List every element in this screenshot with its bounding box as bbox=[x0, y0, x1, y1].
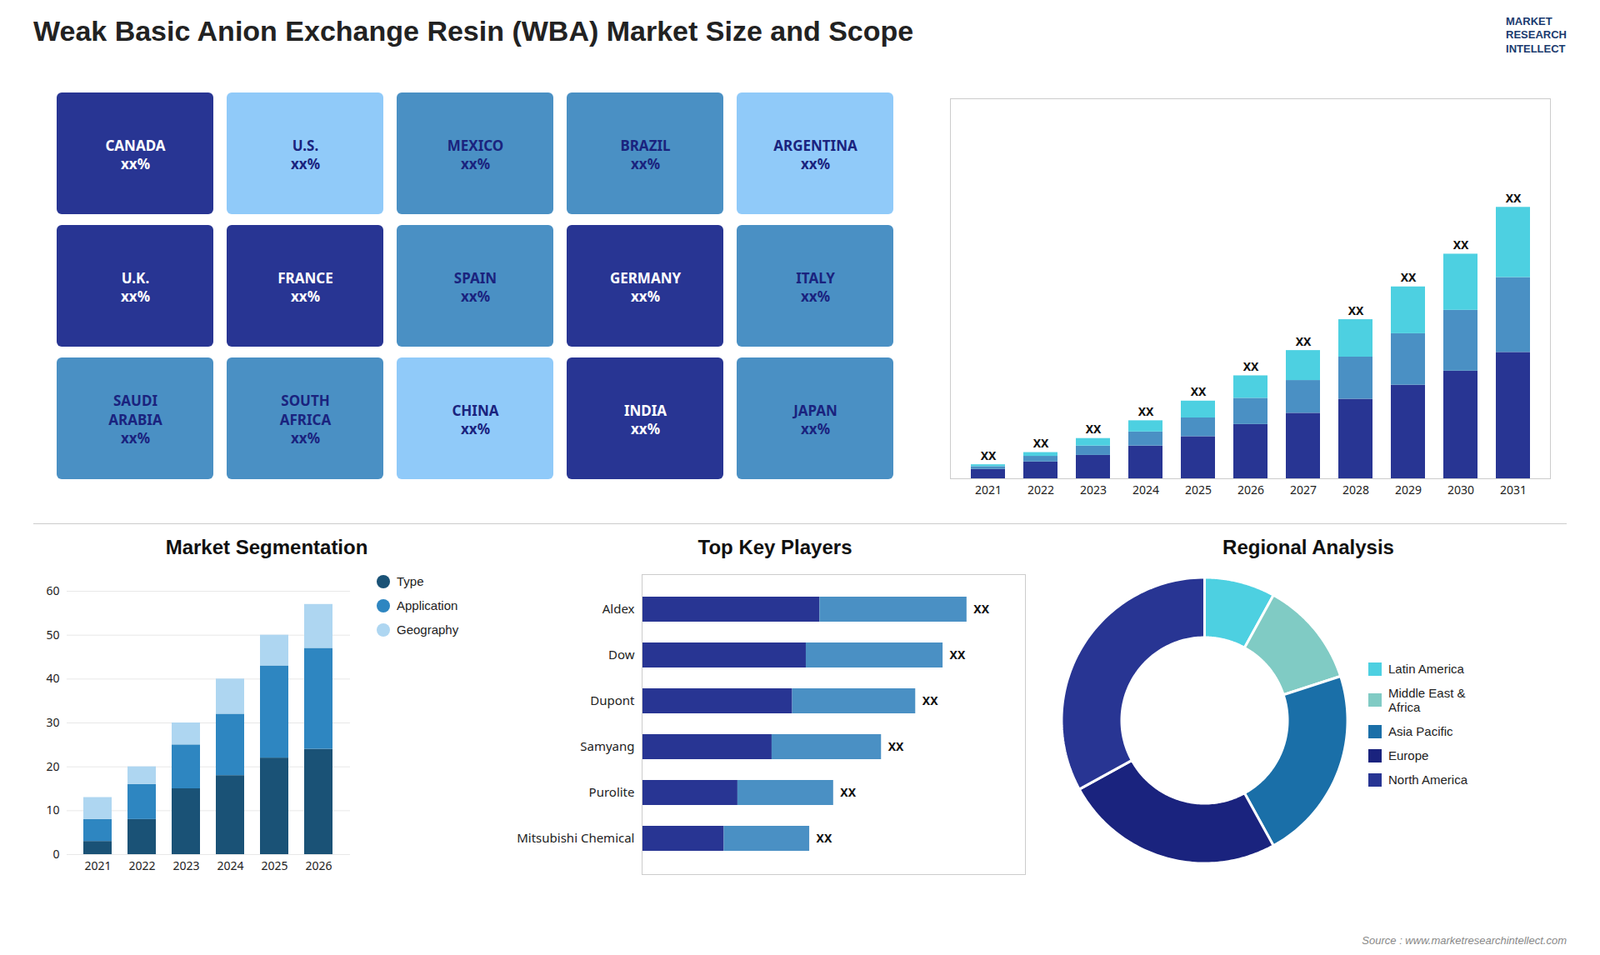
svg-text:XX: XX bbox=[1190, 383, 1207, 400]
svg-text:U.K.xx%: U.K.xx% bbox=[120, 268, 150, 306]
svg-text:2026: 2026 bbox=[305, 857, 332, 874]
svg-text:Purolite: Purolite bbox=[589, 783, 635, 800]
svg-text:Mitsubishi Chemical: Mitsubishi Chemical bbox=[516, 829, 635, 846]
html-text:Application: Application bbox=[396, 598, 458, 613]
html-text:Asia Pacific: Asia Pacific bbox=[1388, 724, 1453, 739]
svg-text:SAUDIARABIAxx%: SAUDIARABIAxx% bbox=[108, 390, 163, 447]
svg-text:2021: 2021 bbox=[84, 857, 111, 874]
html-text:Middle East & Africa: Middle East & Africa bbox=[1388, 685, 1466, 715]
svg-text:BRAZILxx%: BRAZILxx% bbox=[620, 135, 670, 174]
svg-text:2023: 2023 bbox=[172, 857, 200, 874]
svg-text:2031: 2031 bbox=[1500, 481, 1527, 498]
svg-text:XX: XX bbox=[1243, 358, 1260, 375]
svg-text:0: 0 bbox=[52, 845, 60, 862]
svg-text:20: 20 bbox=[45, 758, 60, 775]
svg-text:2025: 2025 bbox=[260, 857, 288, 874]
svg-text:10: 10 bbox=[45, 801, 60, 818]
svg-text:XX: XX bbox=[922, 692, 939, 709]
svg-text:JAPANxx%: JAPANxx% bbox=[791, 400, 838, 439]
svg-text:XX: XX bbox=[980, 447, 997, 464]
svg-text:GERMANYxx%: GERMANYxx% bbox=[610, 268, 682, 306]
svg-text:50: 50 bbox=[45, 626, 60, 643]
html-text:Market Segmentation: Market Segmentation bbox=[165, 535, 368, 559]
svg-text:XX: XX bbox=[1138, 403, 1155, 420]
svg-text:Aldex: Aldex bbox=[602, 600, 635, 617]
svg-text:60: 60 bbox=[45, 582, 60, 599]
svg-text:XX: XX bbox=[950, 646, 966, 663]
svg-text:2024: 2024 bbox=[1132, 481, 1160, 498]
svg-text:40: 40 bbox=[45, 670, 60, 686]
svg-text:2022: 2022 bbox=[1027, 481, 1055, 498]
svg-text:XX: XX bbox=[1453, 236, 1470, 253]
svg-text:XX: XX bbox=[816, 830, 833, 846]
svg-text:2021: 2021 bbox=[975, 481, 1002, 498]
svg-text:XX: XX bbox=[1085, 420, 1102, 437]
svg-text:INDIAxx%: INDIAxx% bbox=[624, 400, 667, 439]
svg-text:CANADAxx%: CANADAxx% bbox=[105, 135, 165, 174]
svg-text:XX: XX bbox=[973, 600, 990, 617]
svg-text:Dow: Dow bbox=[608, 645, 635, 663]
svg-text:ITALYxx%: ITALYxx% bbox=[795, 268, 835, 306]
svg-text:XX: XX bbox=[1400, 269, 1417, 285]
svg-text:FRANCExx%: FRANCExx% bbox=[277, 268, 334, 306]
html-text:Top Key Players: Top Key Players bbox=[697, 535, 853, 559]
html-text:Latin America: Latin America bbox=[1388, 661, 1465, 676]
html-text:Geography: Geography bbox=[396, 622, 459, 637]
html-text:Weak Basic Anion Exchange Resi: Weak Basic Anion Exchange Resin (WBA) Ma… bbox=[33, 15, 914, 47]
svg-text:MEXICOxx%: MEXICOxx% bbox=[447, 135, 505, 174]
svg-text:SPAINxx%: SPAINxx% bbox=[454, 268, 497, 306]
svg-text:30: 30 bbox=[45, 714, 60, 730]
svg-text:SOUTHAFRICAxx%: SOUTHAFRICAxx% bbox=[280, 390, 332, 447]
svg-text:XX: XX bbox=[1033, 435, 1050, 451]
svg-text:Samyang: Samyang bbox=[580, 737, 635, 755]
html-text:Regional Analysis: Regional Analysis bbox=[1222, 535, 1395, 559]
svg-text:2030: 2030 bbox=[1447, 481, 1475, 498]
svg-text:CHINAxx%: CHINAxx% bbox=[451, 400, 499, 439]
html-text:Type: Type bbox=[396, 574, 424, 589]
svg-text:2027: 2027 bbox=[1290, 481, 1317, 498]
svg-text:XX: XX bbox=[1295, 333, 1312, 350]
svg-text:2026: 2026 bbox=[1237, 481, 1265, 498]
html-text:Europe: Europe bbox=[1388, 748, 1429, 763]
svg-text:U.S.xx%: U.S.xx% bbox=[290, 135, 320, 174]
svg-text:Dupont: Dupont bbox=[590, 691, 635, 709]
svg-text:ARGENTINAxx%: ARGENTINAxx% bbox=[773, 135, 858, 174]
html-text:North America: North America bbox=[1388, 772, 1468, 787]
svg-text:2029: 2029 bbox=[1395, 481, 1422, 498]
svg-text:XX: XX bbox=[840, 784, 856, 800]
svg-text:2023: 2023 bbox=[1080, 481, 1107, 498]
svg-text:XX: XX bbox=[888, 738, 905, 755]
svg-text:2024: 2024 bbox=[216, 857, 244, 874]
svg-text:XX: XX bbox=[1348, 302, 1365, 319]
svg-text:2022: 2022 bbox=[128, 857, 155, 874]
html-text:Source : www.marketresearchint: Source : www.marketresearchintellect.com bbox=[1361, 934, 1567, 947]
svg-text:2025: 2025 bbox=[1185, 481, 1212, 498]
html-text:MARKET RESEARCH INTELLECT: MARKET RESEARCH INTELLECT bbox=[1505, 15, 1567, 55]
svg-text:XX: XX bbox=[1505, 190, 1522, 206]
svg-text:2028: 2028 bbox=[1342, 481, 1370, 498]
